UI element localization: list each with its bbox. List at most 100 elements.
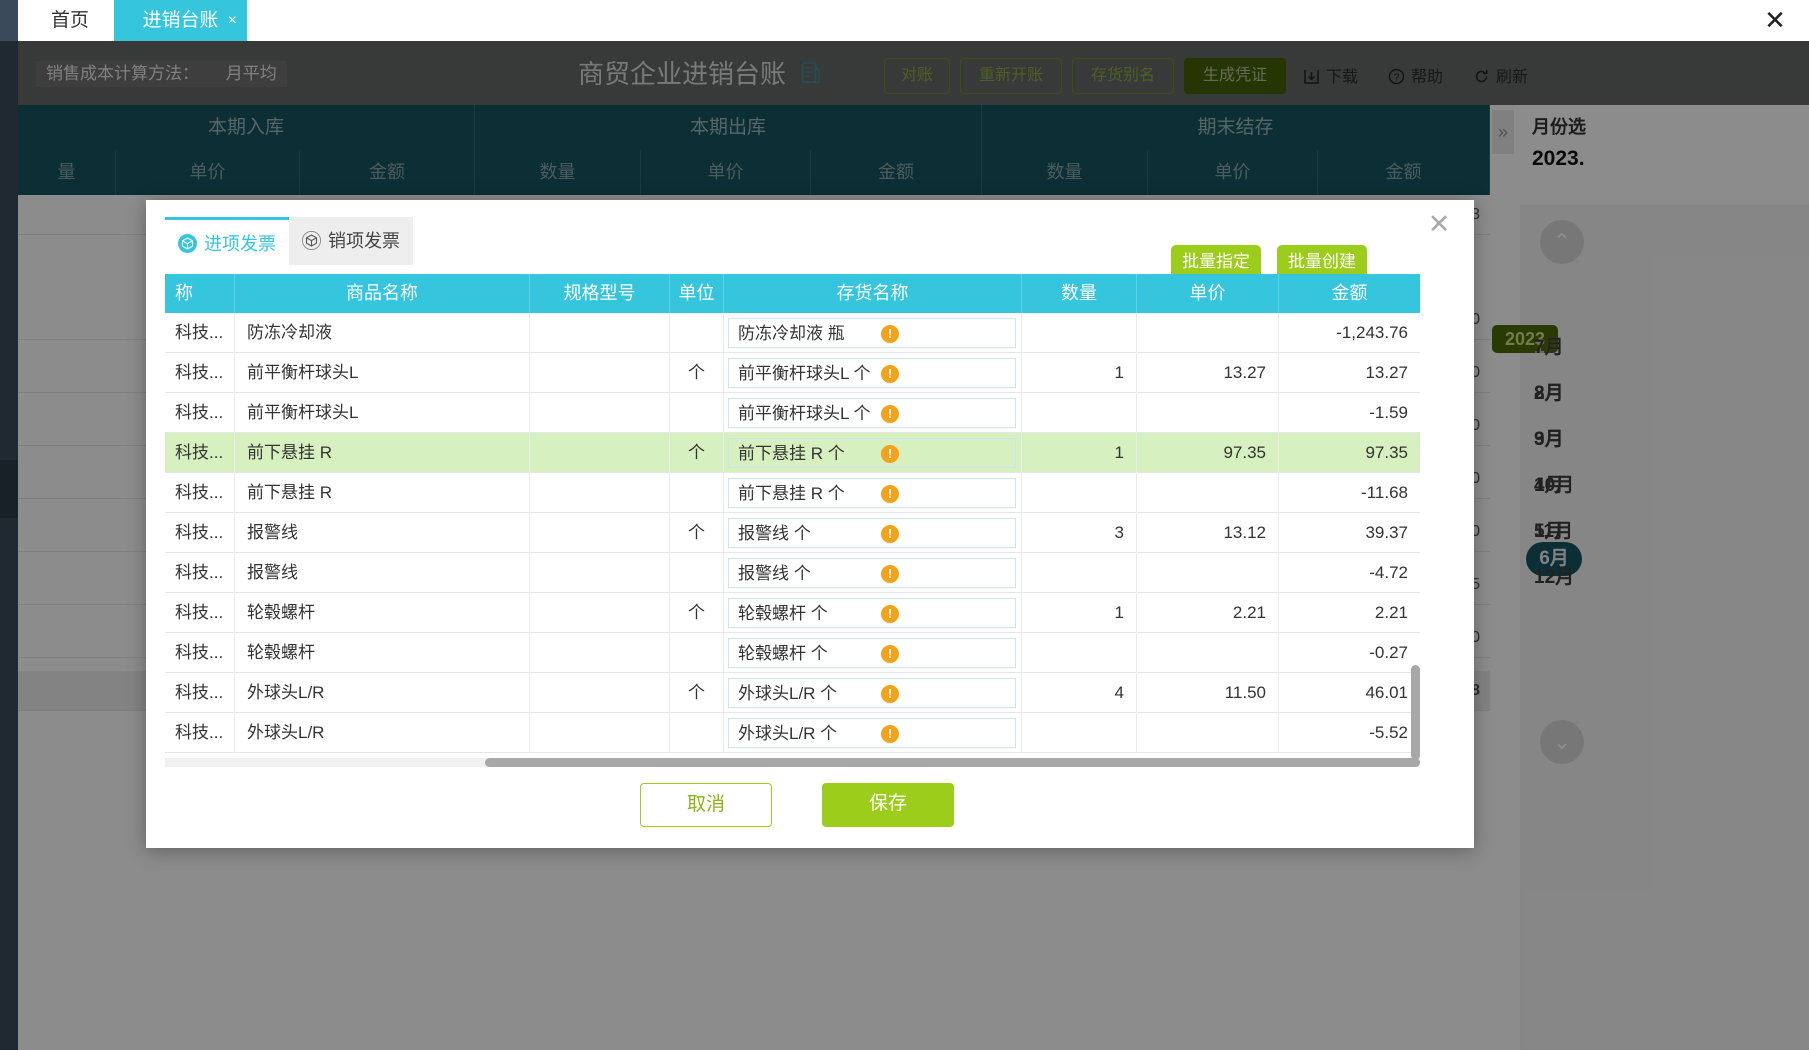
tab-home[interactable]: 首页 — [50, 10, 89, 31]
warning-icon[interactable]: ! — [881, 365, 899, 383]
inventory-name-value: 防冻冷却液 瓶 — [738, 324, 845, 343]
table-row[interactable]: 科技... 报警线 报警线 个! -4.72 — [165, 553, 1420, 593]
table-row[interactable]: 科技... 外球头L/R 个外球头L/R 个! 4 11.50 46.01 — [165, 673, 1420, 713]
warning-icon[interactable]: ! — [881, 525, 899, 543]
table-row[interactable]: 科技... 轮毂螺杆 轮毂螺杆 个! -0.27 — [165, 633, 1420, 673]
table-row[interactable]: 科技... 轮毂螺杆个轮毂螺杆 个! 1 2.21 2.21 — [165, 593, 1420, 633]
inventory-alias-button[interactable]: 存货别名 — [1072, 58, 1174, 94]
warning-icon[interactable]: ! — [881, 485, 899, 503]
page-title: 商贸企业进销台账 — [578, 57, 821, 91]
cell-unit-price: 97.35 — [1137, 433, 1279, 473]
cell-unit: 个 — [670, 513, 724, 553]
cell-quantity — [1022, 713, 1137, 753]
tab-output-invoice-label: 销项发票 — [328, 231, 400, 251]
month-item-7[interactable]: 7月 — [1534, 337, 1564, 358]
inventory-name-input[interactable]: 前下悬挂 R 个! — [728, 438, 1016, 468]
warning-icon[interactable]: ! — [881, 685, 899, 703]
cell-unit-price: 2.21 — [1137, 593, 1279, 633]
month-item-2[interactable]: 2月 — [1534, 383, 1564, 404]
horizontal-scrollbar-thumb[interactable] — [485, 758, 1420, 767]
help-label: 帮助 — [1411, 69, 1444, 86]
cell-spec-model — [530, 353, 670, 393]
close-icon[interactable]: ✕ — [1427, 209, 1451, 239]
col-bal-price: 单价 — [1148, 150, 1318, 195]
warning-icon[interactable]: ! — [881, 405, 899, 423]
reopen-account-button[interactable]: 重新开账 — [960, 58, 1062, 94]
cell-product-name: 轮毂螺杆 — [235, 593, 530, 633]
help-button[interactable]: ? 帮助 — [1388, 63, 1443, 91]
col-bal-qty: 数量 — [982, 150, 1148, 195]
table-row[interactable]: 科技... 防冻冷却液 防冻冷却液 瓶! -1,243.76 — [165, 313, 1420, 353]
cell-inventory-name: 外球头L/R 个! — [724, 713, 1022, 753]
month-item-3[interactable]: 3月 — [1534, 429, 1564, 450]
batch-create-button[interactable]: 批量创建 — [1277, 245, 1367, 279]
tab-output-invoice[interactable]: 销项发票 — [289, 217, 413, 265]
cell-unit — [670, 633, 724, 673]
group-header-balance: 期末结存 — [982, 105, 1490, 150]
cell-spec-model — [530, 473, 670, 513]
invoice-table: 称 商品名称 规格型号 单位 存货名称 数量 单价 金额 科技... 防冻冷却液防… — [165, 274, 1420, 758]
cell-amount: -0.27 — [1369, 643, 1408, 662]
tab-close-icon[interactable]: × — [227, 12, 237, 29]
save-button[interactable]: 保存 — [822, 783, 954, 827]
inventory-name-input[interactable]: 外球头L/R 个! — [728, 678, 1016, 708]
month-item-11[interactable]: 11月 — [1534, 521, 1574, 542]
month-item-5[interactable]: 5月 — [1534, 521, 1564, 542]
download-button[interactable]: 下载 — [1303, 63, 1358, 91]
table-row[interactable]: 科技... 外球头L/R 外球头L/R 个! -5.52 — [165, 713, 1420, 753]
horizontal-scrollbar[interactable] — [165, 758, 1420, 767]
scroll-down-icon[interactable]: ⌄ — [1540, 720, 1584, 764]
table-row[interactable]: 科技... 前平衡杆球头L 前平衡杆球头L 个! -1.59 — [165, 393, 1420, 433]
cancel-button[interactable]: 取消 — [640, 783, 772, 827]
table-row[interactable]: 科技... 报警线个报警线 个! 3 13.12 39.37 — [165, 513, 1420, 553]
inventory-name-input[interactable]: 防冻冷却液 瓶! — [728, 318, 1016, 348]
svg-text:?: ? — [1394, 72, 1400, 83]
sales-cost-method: 销售成本计算方法： 月平均 — [36, 61, 287, 87]
inventory-name-input[interactable]: 外球头L/R 个! — [728, 718, 1016, 748]
inventory-name-input[interactable]: 报警线 个! — [728, 518, 1016, 548]
inventory-name-input[interactable]: 轮毂螺杆 个! — [728, 598, 1016, 628]
month-item-9[interactable]: 9月 — [1534, 429, 1564, 450]
warning-icon[interactable]: ! — [881, 605, 899, 623]
warning-icon[interactable]: ! — [881, 645, 899, 663]
warning-icon[interactable]: ! — [881, 445, 899, 463]
month-item-10[interactable]: 10月 — [1534, 475, 1575, 496]
month-item-1[interactable]: 1月 — [1534, 337, 1564, 358]
table-row[interactable]: 科技... 前平衡杆球头L 个前平衡杆球头L 个! 1 13.27 13.27 — [165, 353, 1420, 393]
tab-input-invoice[interactable]: 进项发票 — [165, 217, 289, 265]
cell-spec-model — [530, 673, 670, 713]
table-row[interactable]: 科技... 前下悬挂 R 前下悬挂 R 个! -11.68 — [165, 473, 1420, 513]
warning-icon[interactable]: ! — [881, 725, 899, 743]
refresh-button[interactable]: 刷新 — [1473, 63, 1528, 91]
generate-voucher-button[interactable]: 生成凭证 — [1184, 58, 1286, 94]
tab-jinxiao-taizhang[interactable]: 进销台账 × — [114, 0, 247, 41]
cell-unit-price — [1137, 473, 1279, 513]
month-item-4[interactable]: 4月 — [1534, 475, 1564, 496]
month-item-12[interactable]: 12月 — [1534, 567, 1575, 588]
year-badge: 2023 — [1492, 325, 1558, 353]
window-close-icon[interactable]: ✕ — [1764, 5, 1786, 35]
vertical-scrollbar-thumb[interactable] — [1411, 665, 1420, 760]
scroll-up-icon[interactable]: ⌃ — [1540, 220, 1584, 264]
table-row[interactable]: 科技... 前下悬挂 R 个前下悬挂 R 个! 1 97.35 97.35 — [165, 433, 1420, 473]
cell-quantity: 4 — [1022, 673, 1137, 713]
cell-spec-model — [530, 393, 670, 433]
ledger-group-header-row: 本期入库 本期出库 期末结存 — [18, 105, 1490, 150]
col-unit: 单位 — [670, 274, 724, 313]
inventory-name-input[interactable]: 轮毂螺杆 个! — [728, 638, 1016, 668]
warning-icon[interactable]: ! — [881, 565, 899, 583]
inventory-name-input[interactable]: 前平衡杆球头L 个! — [728, 358, 1016, 388]
inventory-name-input[interactable]: 前下悬挂 R 个! — [728, 478, 1016, 508]
download-label: 下载 — [1326, 69, 1359, 86]
left-rail-handle[interactable] — [0, 460, 18, 518]
reconcile-button[interactable]: 对账 — [884, 58, 950, 94]
batch-assign-button[interactable]: 批量指定 — [1171, 245, 1261, 279]
inventory-name-input[interactable]: 前平衡杆球头L 个! — [728, 398, 1016, 428]
month-item-8[interactable]: 8月 — [1534, 383, 1564, 404]
cell-supplier: 科技... — [165, 393, 235, 433]
cell-supplier: 科技... — [165, 673, 235, 713]
inventory-name-input[interactable]: 报警线 个! — [728, 558, 1016, 588]
month-item-6[interactable]: 6月 — [1526, 542, 1582, 576]
chevron-right-icon[interactable]: » — [1492, 110, 1514, 154]
warning-icon[interactable]: ! — [881, 325, 899, 343]
